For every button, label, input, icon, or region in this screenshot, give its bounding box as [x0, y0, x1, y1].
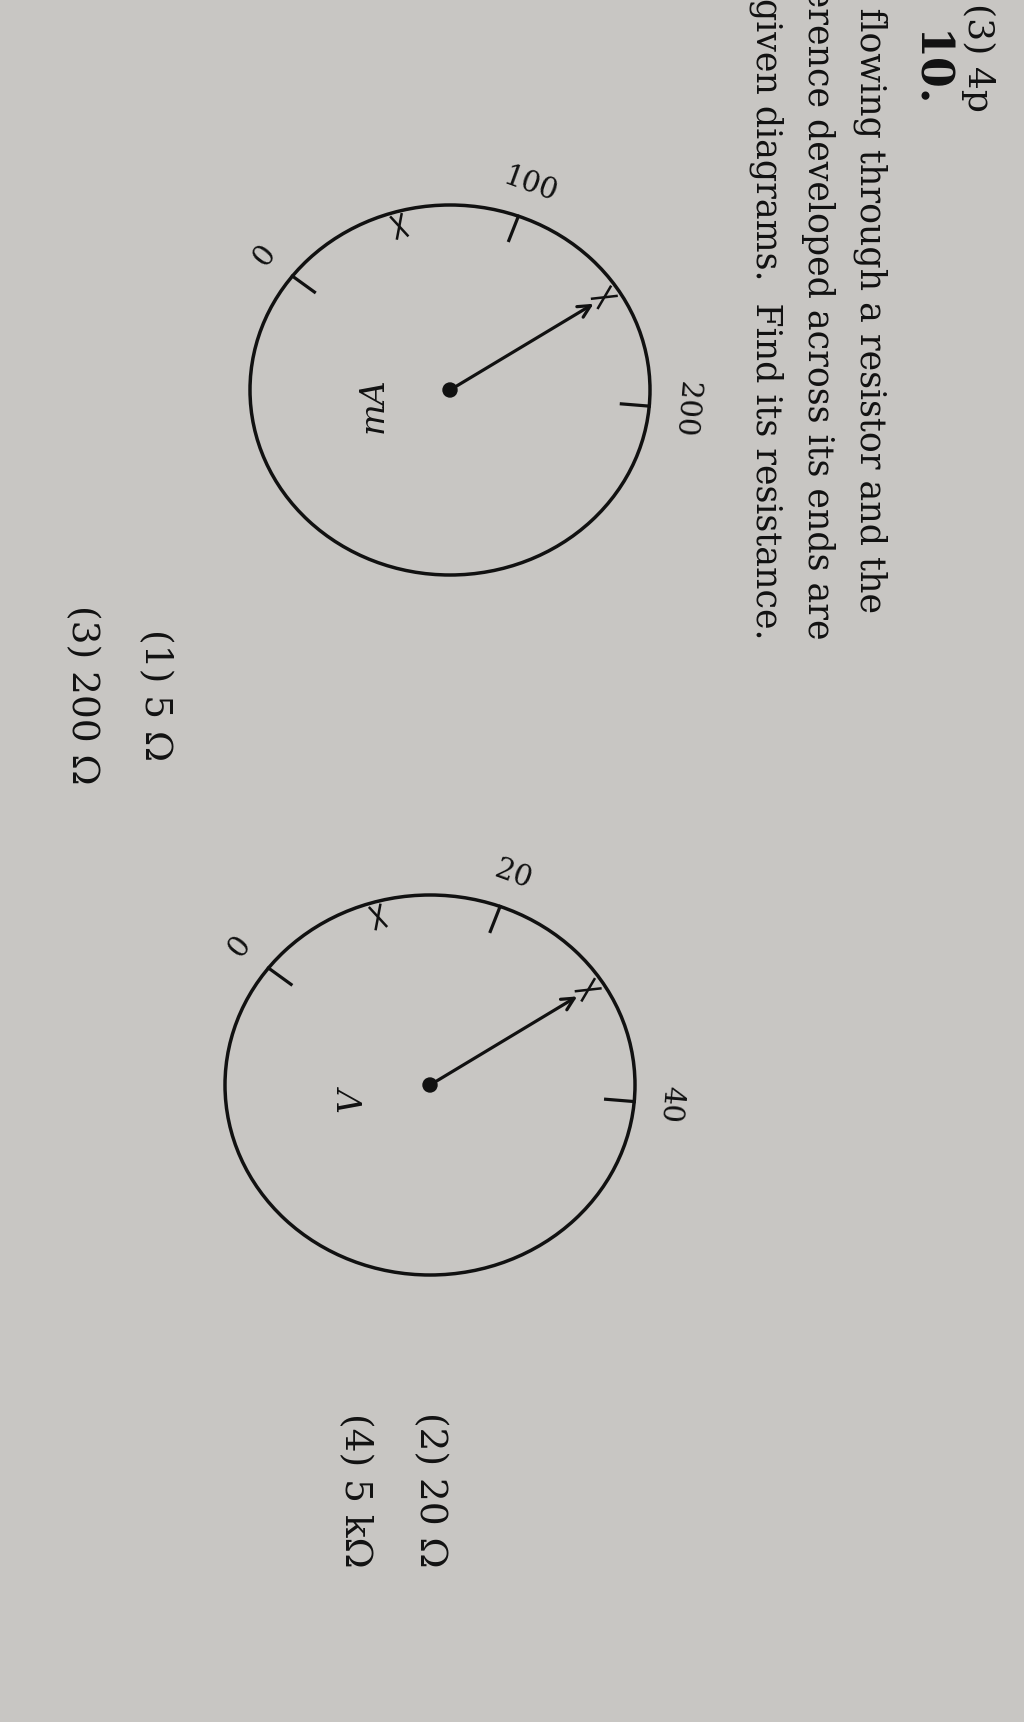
Text: 0: 0 — [248, 239, 281, 272]
Text: 20: 20 — [490, 854, 535, 894]
Text: potential difference developed across its ends are: potential difference developed across it… — [801, 0, 835, 641]
Circle shape — [423, 1078, 437, 1092]
Text: (3) 4p: (3) 4p — [961, 3, 995, 112]
Text: (2) 20 Ω: (2) 20 Ω — [412, 1412, 449, 1567]
Text: 10.: 10. — [906, 31, 949, 108]
Text: 200: 200 — [669, 381, 701, 437]
Text: (4) 5 kΩ: (4) 5 kΩ — [337, 1412, 373, 1567]
Circle shape — [443, 382, 457, 398]
Text: (3) 200 Ω: (3) 200 Ω — [63, 604, 100, 785]
Text: V: V — [336, 1088, 368, 1112]
Text: The current flowing through a resistor and the: The current flowing through a resistor a… — [853, 0, 887, 613]
Text: mA: mA — [358, 377, 390, 432]
Text: (1) 5 Ω: (1) 5 Ω — [137, 629, 173, 761]
Text: shown in the given diagrams.  Find its resistance.: shown in the given diagrams. Find its re… — [749, 0, 783, 639]
Text: 40: 40 — [655, 1085, 686, 1124]
Text: 0: 0 — [222, 932, 256, 963]
Text: 100: 100 — [500, 162, 561, 208]
